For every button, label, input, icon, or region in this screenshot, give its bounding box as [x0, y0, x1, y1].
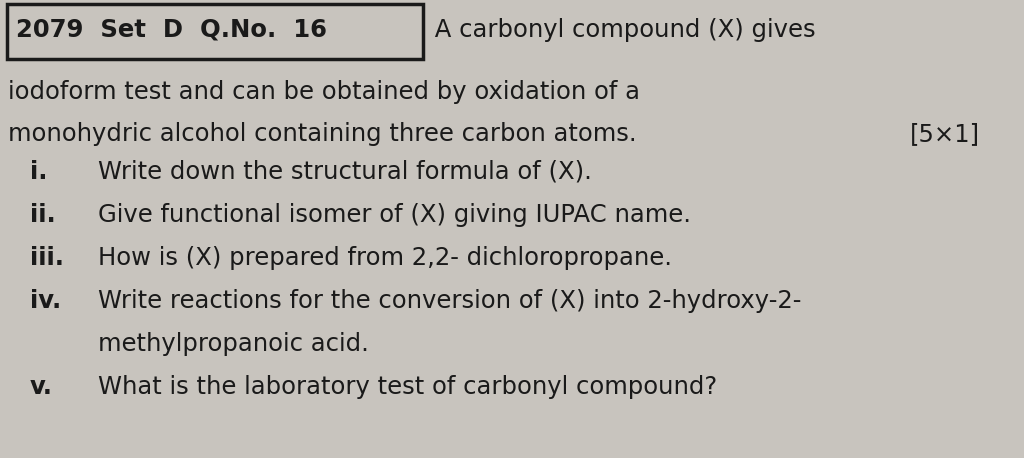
Text: iii.: iii.	[30, 246, 63, 270]
Text: A carbonyl compound (X) gives: A carbonyl compound (X) gives	[427, 17, 816, 42]
Text: Write reactions for the conversion of (X) into 2-hydroxy-2-: Write reactions for the conversion of (X…	[98, 289, 802, 313]
Text: i.: i.	[30, 160, 47, 184]
Text: Write down the structural formula of (X).: Write down the structural formula of (X)…	[98, 160, 592, 184]
Text: How is (X) prepared from 2,2- dichloropropane.: How is (X) prepared from 2,2- dichloropr…	[98, 246, 672, 270]
Text: monohydric alcohol containing three carbon atoms.: monohydric alcohol containing three carb…	[8, 122, 637, 146]
Text: methylpropanoic acid.: methylpropanoic acid.	[98, 332, 369, 356]
Text: iv.: iv.	[30, 289, 61, 313]
Text: 2079  Set  D  Q.No.  16: 2079 Set D Q.No. 16	[16, 17, 327, 42]
Text: ii.: ii.	[30, 203, 55, 227]
Text: Give functional isomer of (X) giving IUPAC name.: Give functional isomer of (X) giving IUP…	[98, 203, 691, 227]
Text: v.: v.	[30, 375, 53, 399]
Text: [5×1]: [5×1]	[910, 122, 980, 146]
Text: What is the laboratory test of carbonyl compound?: What is the laboratory test of carbonyl …	[98, 375, 717, 399]
Text: iodoform test and can be obtained by oxidation of a: iodoform test and can be obtained by oxi…	[8, 80, 640, 104]
